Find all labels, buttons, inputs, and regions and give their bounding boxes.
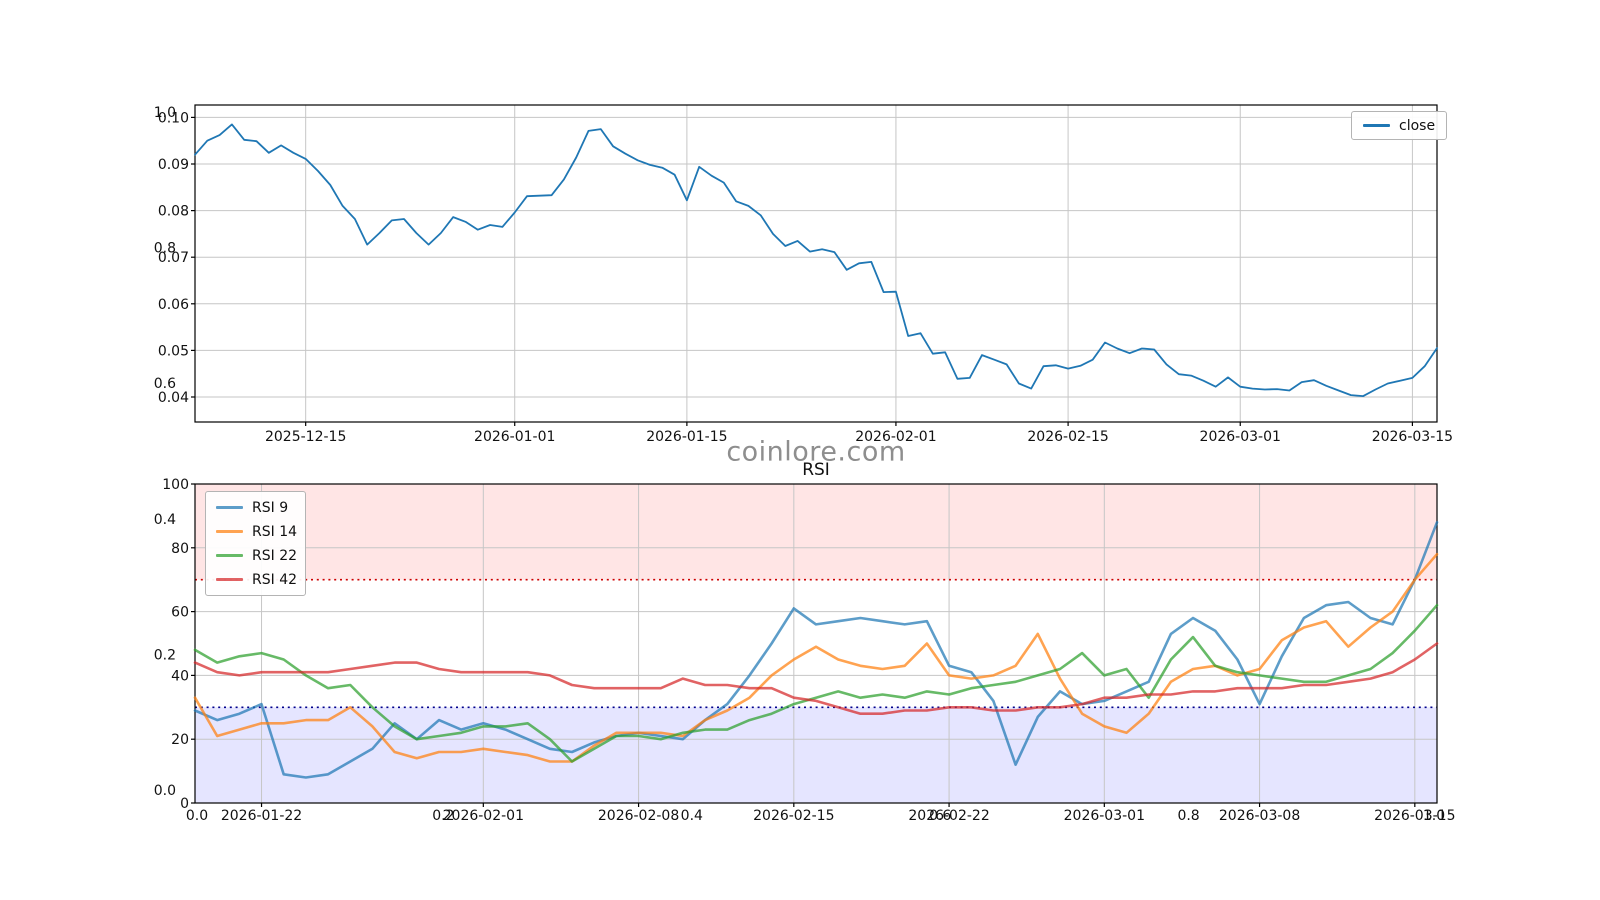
legend-item-rsi-42: RSI 42 xyxy=(216,571,298,588)
watermark: coinlore.com xyxy=(726,436,906,468)
bg-y-tick-label: 0.4 xyxy=(154,512,176,528)
x-tick-label: 2026-03-01 xyxy=(1064,808,1145,824)
bg-x-tick-label: 0.8 xyxy=(1177,808,1199,824)
y-tick-label: 40 xyxy=(171,668,189,684)
background-axis-labels: 1.0 0.8 0.6 0.4 0.2 0.0 0.0 0.2 0.4 0.6 0.8 1.0 xyxy=(154,105,1445,824)
y-tick-label: 0.06 xyxy=(158,297,189,313)
rsi-chart-title: RSI xyxy=(802,460,830,480)
bg-y-tick-label: 0.8 xyxy=(154,241,176,257)
price-tick-labels: 2025-12-15 2026-01-01 2026-01-15 2026-02-01… xyxy=(158,110,1453,445)
bg-x-tick-label: 0.0 xyxy=(186,808,208,824)
y-tick-label: 0.05 xyxy=(158,343,189,359)
oversold-band xyxy=(195,707,1437,803)
x-tick-label: 2026-02-01 xyxy=(855,429,936,445)
y-tick-label: 0.10 xyxy=(158,110,189,126)
rsi-tick-labels: 2026-01-22 2026-02-01 2026-02-08 2026-02-15… xyxy=(162,477,1455,824)
x-tick-label: 2026-02-22 xyxy=(908,808,989,824)
rsi-chart: 2026-01-22 2026-02-01 2026-02-08 2026-02-15… xyxy=(162,477,1455,824)
legend-item-rsi-14: RSI 14 xyxy=(216,523,298,540)
rsi-14-label: RSI 14 xyxy=(252,523,298,540)
x-tick-label: 2026-01-01 xyxy=(474,429,555,445)
rsi-42-label: RSI 42 xyxy=(252,571,298,588)
rsi-22-label: RSI 22 xyxy=(252,547,298,564)
rsi-legend: RSI 9 RSI 14 RSI 22 RSI 42 xyxy=(205,491,306,596)
bg-y-tick-label: 0.2 xyxy=(154,647,176,663)
legend-item-rsi-22: RSI 22 xyxy=(216,547,298,564)
rsi-14-swatch xyxy=(216,530,243,533)
y-tick-label: 0.09 xyxy=(158,157,189,173)
close-line xyxy=(194,123,1438,398)
x-tick-label: 2025-12-15 xyxy=(265,429,346,445)
legend-item-rsi-9: RSI 9 xyxy=(216,499,295,516)
y-tick-label: 0.08 xyxy=(158,204,189,220)
y-tick-label: 80 xyxy=(171,541,189,557)
rsi-9-line xyxy=(193,520,1439,779)
price-legend: close xyxy=(1351,111,1448,140)
bg-y-tick-label: 1.0 xyxy=(154,105,176,121)
price-chart: 2025-12-15 2026-01-01 2026-01-15 2026-02-01… xyxy=(158,104,1453,445)
rsi-9-label: RSI 9 xyxy=(252,499,289,516)
rsi-22-line xyxy=(193,603,1439,763)
price-legend-label: close xyxy=(1399,117,1436,134)
y-tick-label: 0.04 xyxy=(158,390,189,406)
y-tick-label: 0.07 xyxy=(158,250,189,266)
price-grid xyxy=(195,105,1437,422)
rsi-22-swatch xyxy=(216,554,243,557)
bg-y-tick-label: 0.6 xyxy=(154,376,176,392)
x-tick-label: 2026-02-15 xyxy=(753,808,834,824)
close-line-swatch xyxy=(1363,124,1390,127)
x-tick-label: 2026-03-15 xyxy=(1372,429,1453,445)
rsi-42-swatch xyxy=(216,578,243,581)
rsi-42-line xyxy=(193,642,1439,716)
y-tick-label: 20 xyxy=(171,732,189,748)
bg-x-tick-label: 0.4 xyxy=(681,808,703,824)
x-tick-label: 2026-01-15 xyxy=(646,429,727,445)
x-tick-label: 2026-02-01 xyxy=(443,808,524,824)
bg-x-tick-label: 0.6 xyxy=(929,808,951,824)
overbought-band xyxy=(195,484,1437,580)
x-tick-label: 2026-03-08 xyxy=(1219,808,1300,824)
rsi-grid xyxy=(195,484,1437,803)
x-tick-label: 2026-03-01 xyxy=(1200,429,1281,445)
x-tick-label: 2026-02-08 xyxy=(598,808,679,824)
bg-x-tick-label: 1.0 xyxy=(1423,808,1445,824)
x-tick-label: 2026-03-15 xyxy=(1374,808,1455,824)
y-tick-label: 100 xyxy=(162,477,189,493)
price-axes-border xyxy=(194,104,1438,423)
y-tick-label: 60 xyxy=(171,605,189,621)
rsi-9-swatch xyxy=(216,506,243,509)
bg-y-tick-label: 0.0 xyxy=(154,783,176,799)
rsi-14-line xyxy=(193,552,1439,763)
x-tick-label: 2026-01-22 xyxy=(221,808,302,824)
bg-x-tick-label: 0.2 xyxy=(432,808,454,824)
y-tick-label: 0 xyxy=(180,796,189,812)
x-tick-label: 2026-02-15 xyxy=(1027,429,1108,445)
